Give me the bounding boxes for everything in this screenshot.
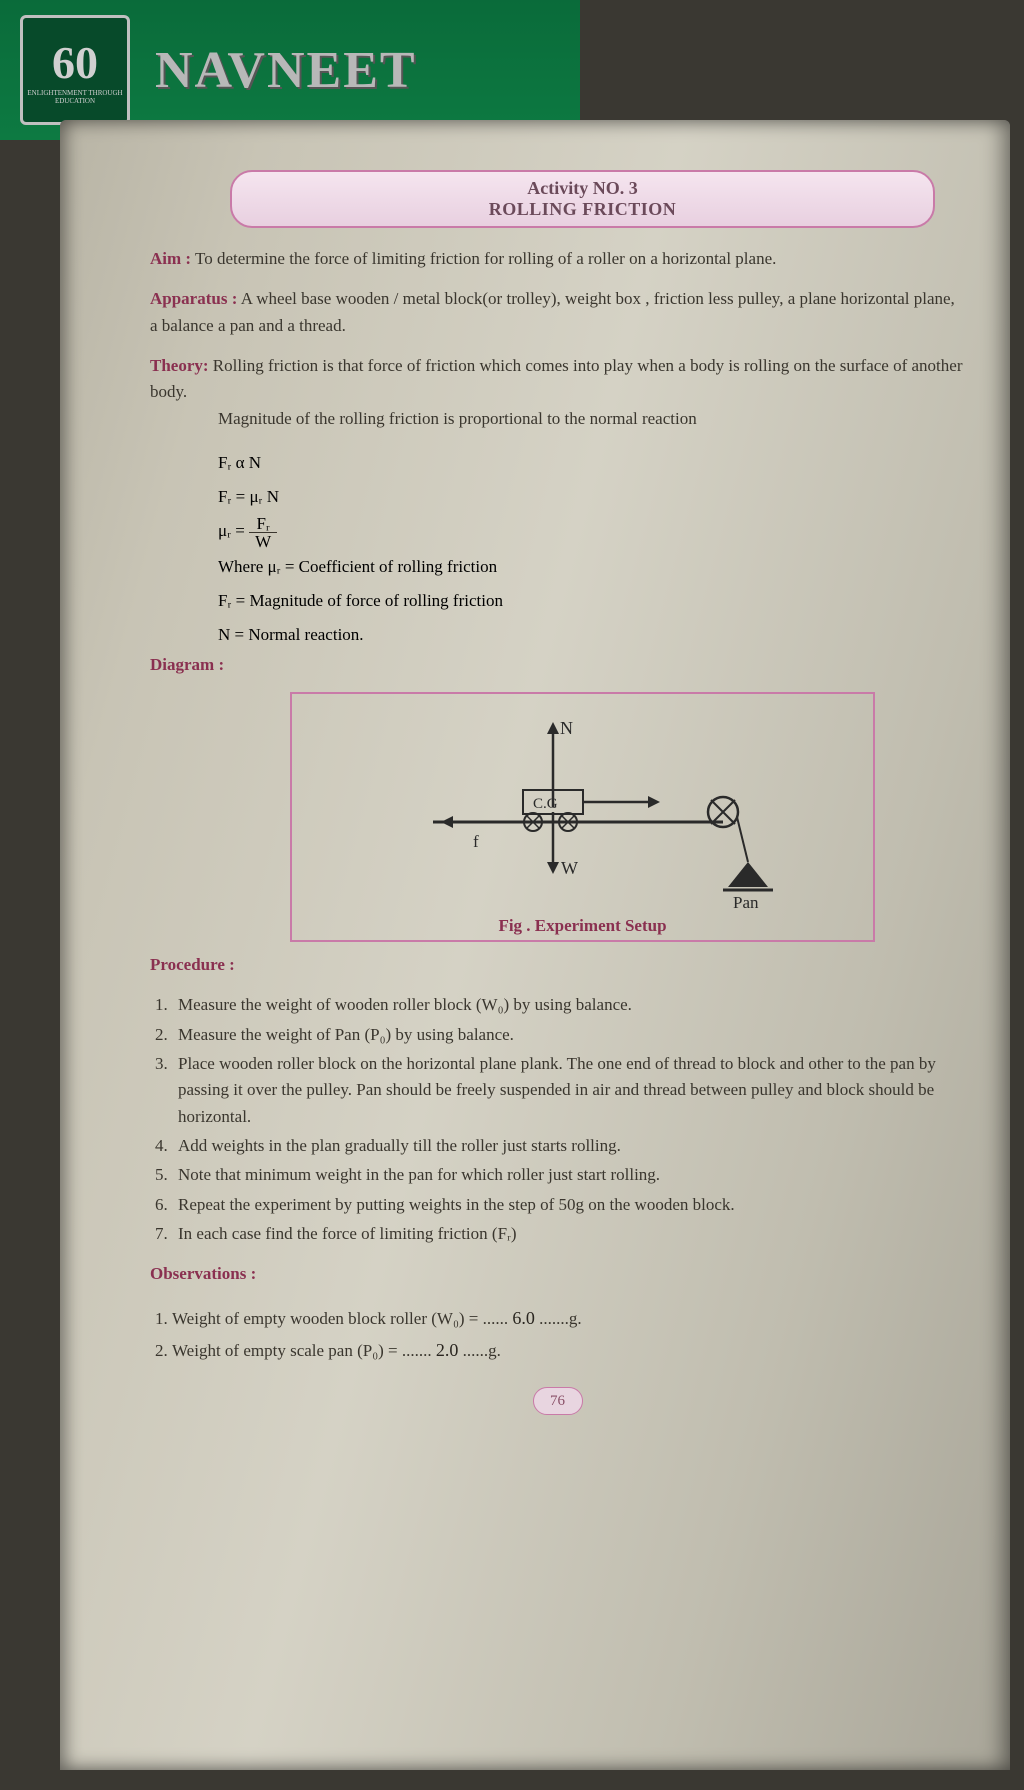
proc-item: Add weights in the plan gradually till t… xyxy=(172,1133,965,1159)
diagram-label: Diagram : xyxy=(150,655,224,674)
activity-number: Activity NO. 3 xyxy=(232,178,933,199)
where-mu: Where μᵣ = Coefficient of rolling fricti… xyxy=(218,550,965,584)
diagram-section: Diagram : xyxy=(150,652,965,678)
diagram-box: N C.G f W xyxy=(290,692,875,942)
formula-mu: μᵣ = Fᵣ W xyxy=(218,514,965,550)
proc-item: Measure the weight of Pan (P₀) by using … xyxy=(172,1022,965,1048)
proc-item: Measure the weight of wooden roller bloc… xyxy=(172,992,965,1018)
formula-block: Fᵣ α N Fᵣ = μᵣ N μᵣ = Fᵣ W Where μᵣ = Co… xyxy=(218,446,965,652)
brand-sublabel: ENLIGHTENMENT THROUGH EDUCATION xyxy=(23,89,127,105)
apparatus-label: Apparatus : xyxy=(150,289,237,308)
proc-item: Repeat the experiment by putting weights… xyxy=(172,1192,965,1218)
brand-name: NAVNEET xyxy=(155,41,417,100)
aim-label: Aim : xyxy=(150,249,191,268)
where-n: N = Normal reaction. xyxy=(218,618,965,652)
pan-label: Pan xyxy=(733,893,759,912)
aim-section: Aim : To determine the force of limiting… xyxy=(150,246,965,272)
observations-heading: Observations : xyxy=(150,1261,965,1287)
observations-label: Observations : xyxy=(150,1264,256,1283)
theory-magline: Magnitude of the rolling friction is pro… xyxy=(218,406,965,432)
experiment-diagram: N C.G f W xyxy=(353,712,813,912)
obs1-hand: 6.0 xyxy=(512,1308,535,1328)
obs-item: Weight of empty scale pan (P₀) = .......… xyxy=(172,1334,965,1367)
cg-label: C.G xyxy=(533,796,558,812)
diagram-caption: Fig . Experiment Setup xyxy=(292,916,873,936)
page-number: 76 xyxy=(533,1387,583,1415)
activity-title: ROLLING FRICTION xyxy=(232,199,933,220)
obs2-post: ......g. xyxy=(463,1341,501,1360)
formula-prop: Fᵣ α N xyxy=(218,446,965,480)
proc-item: Place wooden roller block on the horizon… xyxy=(172,1051,965,1130)
w-label: W xyxy=(561,858,578,878)
theory-intro: Rolling friction is that force of fricti… xyxy=(150,356,963,401)
mu-lhs: μᵣ = xyxy=(218,521,245,540)
mu-fraction: Fᵣ W xyxy=(249,515,277,550)
procedure-label: Procedure : xyxy=(150,955,235,974)
procedure-heading: Procedure : xyxy=(150,952,965,978)
mu-den: W xyxy=(249,533,277,550)
obs2-hand: 2.0 xyxy=(436,1340,459,1360)
n-label: N xyxy=(560,718,573,738)
procedure-list: Measure the weight of wooden roller bloc… xyxy=(172,992,965,1247)
proc-item: Note that minimum weight in the pan for … xyxy=(172,1162,965,1188)
theory-label: Theory: xyxy=(150,356,209,375)
mu-num: Fᵣ xyxy=(249,515,277,533)
observations-list: Weight of empty wooden block roller (W₀)… xyxy=(172,1302,965,1367)
obs1-pre: Weight of empty wooden block roller (W₀)… xyxy=(172,1309,508,1328)
obs-item: Weight of empty wooden block roller (W₀)… xyxy=(172,1302,965,1335)
aim-text: To determine the force of limiting frict… xyxy=(195,249,776,268)
page: Activity NO. 3 ROLLING FRICTION Aim : To… xyxy=(60,120,1010,1770)
theory-section: Theory: Rolling friction is that force o… xyxy=(150,353,965,432)
obs2-pre: Weight of empty scale pan (P₀) = ....... xyxy=(172,1341,432,1360)
brand-number: 60 xyxy=(52,36,98,89)
formula-eq: Fᵣ = μᵣ N xyxy=(218,480,965,514)
apparatus-section: Apparatus : A wheel base wooden / metal … xyxy=(150,286,965,339)
where-f: Fᵣ = Magnitude of force of rolling frict… xyxy=(218,584,965,618)
proc-item: In each case find the force of limiting … xyxy=(172,1221,965,1247)
apparatus-text: A wheel base wooden / metal block(or tro… xyxy=(150,289,955,334)
activity-header: Activity NO. 3 ROLLING FRICTION xyxy=(230,170,935,228)
obs1-post: .......g. xyxy=(539,1309,582,1328)
brand-badge: 60 ENLIGHTENMENT THROUGH EDUCATION xyxy=(20,15,130,125)
f-label: f xyxy=(473,832,479,851)
